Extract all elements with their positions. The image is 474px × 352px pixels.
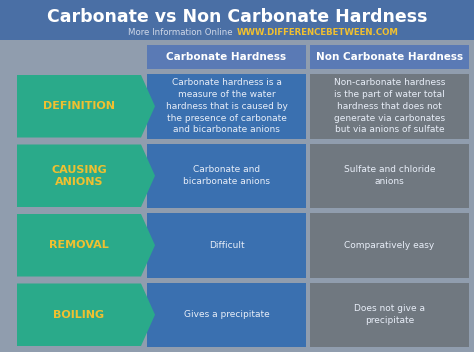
Text: Carbonate Hardness: Carbonate Hardness [166, 52, 287, 62]
Polygon shape [17, 283, 155, 346]
Bar [310, 144, 469, 208]
Bar [310, 45, 469, 69]
Text: Difficult: Difficult [209, 241, 244, 250]
Bar [147, 283, 306, 347]
Bar [147, 74, 306, 138]
Text: Carbonate and
bicarbonate anions: Carbonate and bicarbonate anions [183, 165, 270, 186]
Bar [147, 144, 306, 208]
Polygon shape [17, 145, 155, 207]
Bar [147, 45, 306, 69]
Text: Carbonate hardness is a
measure of the water
hardness that is caused by
the pres: Carbonate hardness is a measure of the w… [165, 78, 287, 134]
Text: BOILING: BOILING [54, 310, 105, 320]
Bar [147, 213, 306, 277]
Bar [310, 74, 469, 138]
Bar [0, 0, 474, 40]
Text: Sulfate and chloride
anions: Sulfate and chloride anions [344, 165, 435, 186]
Text: DEFINITION: DEFINITION [43, 101, 115, 111]
Text: Non Carbonate Hardness: Non Carbonate Hardness [316, 52, 463, 62]
Polygon shape [17, 214, 155, 277]
Text: Gives a precipitate: Gives a precipitate [183, 310, 269, 319]
Text: REMOVAL: REMOVAL [49, 240, 109, 250]
Text: Does not give a
precipitate: Does not give a precipitate [354, 304, 425, 325]
Bar [310, 213, 469, 277]
Text: Comparatively easy: Comparatively easy [345, 241, 435, 250]
Text: More Information Online: More Information Online [128, 28, 235, 37]
Text: CAUSING
ANIONS: CAUSING ANIONS [51, 165, 107, 187]
Text: Non-carbonate hardness
is the part of water total
hardness that does not
generat: Non-carbonate hardness is the part of wa… [334, 78, 445, 134]
Bar [310, 283, 469, 347]
Text: Carbonate vs Non Carbonate Hardness: Carbonate vs Non Carbonate Hardness [47, 8, 427, 26]
Polygon shape [17, 75, 155, 138]
Text: WWW.DIFFERENCEBETWEEN.COM: WWW.DIFFERENCEBETWEEN.COM [237, 28, 399, 37]
